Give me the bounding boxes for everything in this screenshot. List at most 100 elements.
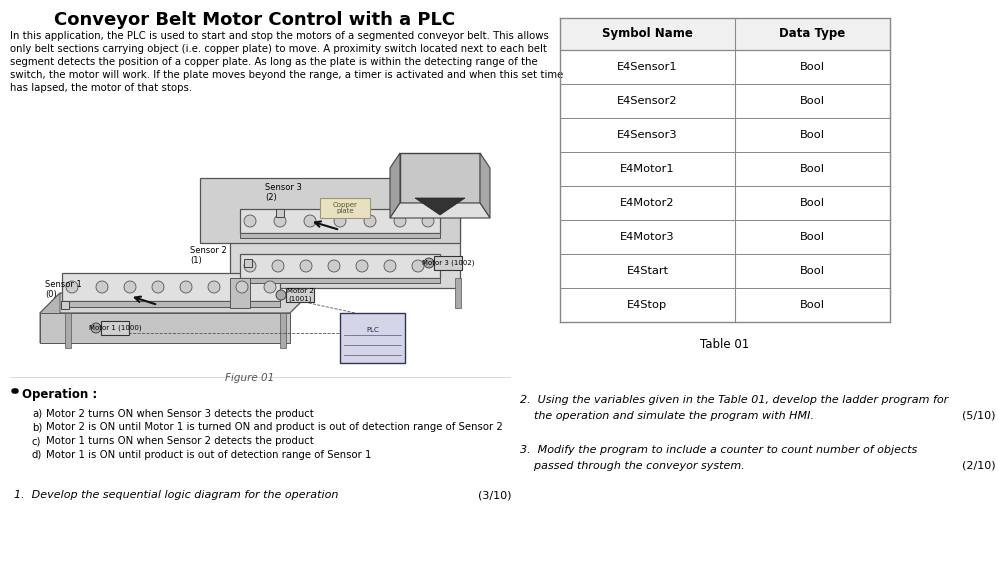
Circle shape (424, 258, 434, 268)
Text: (2): (2) (265, 193, 276, 202)
Bar (235, 278, 241, 308)
Bar (62, 273, 280, 301)
Text: Data Type: Data Type (779, 28, 845, 41)
Polygon shape (200, 178, 460, 243)
Polygon shape (320, 198, 370, 218)
Bar (455, 278, 461, 308)
Circle shape (364, 215, 376, 227)
Text: Bool: Bool (800, 164, 825, 174)
Text: has lapsed, the motor of that stops.: has lapsed, the motor of that stops. (10, 83, 193, 93)
Polygon shape (390, 203, 490, 218)
Circle shape (272, 260, 284, 272)
Circle shape (304, 215, 316, 227)
Text: Table 01: Table 01 (701, 338, 749, 351)
Text: Bool: Bool (800, 96, 825, 106)
Bar (286, 288, 314, 302)
Polygon shape (40, 293, 60, 343)
Text: Operation :: Operation : (22, 388, 97, 401)
Circle shape (236, 281, 248, 293)
Text: Sensor 1: Sensor 1 (45, 280, 82, 289)
Circle shape (208, 281, 220, 293)
Text: E4Sensor2: E4Sensor2 (617, 96, 678, 106)
Text: switch, the motor will work. If the plate moves beyond the range, a timer is act: switch, the motor will work. If the plat… (10, 70, 563, 80)
Circle shape (66, 281, 78, 293)
Text: 1.  Develop the sequential logic diagram for the operation: 1. Develop the sequential logic diagram … (14, 490, 338, 500)
Circle shape (394, 215, 406, 227)
Polygon shape (415, 198, 465, 215)
Text: only belt sections carrying object (i.e. copper plate) to move. A proximity swit: only belt sections carrying object (i.e.… (10, 44, 547, 54)
Text: Bool: Bool (800, 130, 825, 140)
Polygon shape (62, 301, 280, 307)
Polygon shape (40, 313, 290, 343)
Text: d): d) (32, 449, 42, 460)
Text: Motor 1 is ON until product is out of detection range of Sensor 1: Motor 1 is ON until product is out of de… (46, 449, 371, 460)
Text: Sensor 2: Sensor 2 (190, 246, 227, 255)
Text: (1): (1) (190, 256, 202, 265)
Text: Motor 1 (1000): Motor 1 (1000) (89, 325, 142, 331)
Text: Bool: Bool (800, 300, 825, 310)
Bar (240, 254, 440, 278)
Text: passed through the conveyor system.: passed through the conveyor system. (520, 461, 745, 471)
Polygon shape (230, 278, 250, 308)
Circle shape (244, 260, 256, 272)
Polygon shape (40, 293, 310, 313)
Polygon shape (400, 153, 480, 203)
Text: segment detects the position of a copper plate. As long as the plate is within t: segment detects the position of a copper… (10, 57, 538, 67)
Text: E4Motor2: E4Motor2 (620, 198, 675, 208)
Text: Motor 2 turns ON when Sensor 3 detects the product: Motor 2 turns ON when Sensor 3 detects t… (46, 409, 314, 419)
Bar (244, 259, 252, 267)
Text: Motor 3 (1002): Motor 3 (1002) (422, 260, 474, 266)
Bar (280, 313, 286, 348)
Bar (434, 256, 462, 270)
Text: Motor 1 turns ON when Sensor 2 detects the product: Motor 1 turns ON when Sensor 2 detects t… (46, 436, 314, 446)
Circle shape (274, 215, 286, 227)
Bar (61, 301, 69, 309)
Text: c): c) (32, 436, 42, 446)
Polygon shape (240, 278, 440, 283)
Text: Bool: Bool (800, 266, 825, 276)
Circle shape (412, 260, 424, 272)
Text: (3/10): (3/10) (478, 490, 512, 500)
Bar (65, 313, 71, 348)
Text: b): b) (32, 422, 42, 433)
Text: Motor 2
(1001): Motor 2 (1001) (286, 288, 313, 302)
Text: (2/10): (2/10) (962, 461, 996, 471)
Text: E4Motor3: E4Motor3 (620, 232, 675, 242)
Text: E4Sensor1: E4Sensor1 (617, 62, 678, 72)
Text: E4Motor1: E4Motor1 (620, 164, 675, 174)
Circle shape (244, 215, 256, 227)
Circle shape (328, 260, 340, 272)
Circle shape (180, 281, 192, 293)
Circle shape (124, 281, 136, 293)
Polygon shape (480, 153, 490, 218)
Circle shape (384, 260, 396, 272)
Text: In this application, the PLC is used to start and stop the motors of a segmented: In this application, the PLC is used to … (10, 31, 549, 41)
Text: Bool: Bool (800, 62, 825, 72)
Text: E4Sensor3: E4Sensor3 (617, 130, 678, 140)
Text: 2.  Using the variables given in the Table 01, develop the ladder program for: 2. Using the variables given in the Tabl… (520, 395, 948, 405)
Bar (101, 321, 129, 335)
Circle shape (422, 215, 434, 227)
Polygon shape (230, 208, 460, 288)
Circle shape (152, 281, 164, 293)
Circle shape (264, 281, 276, 293)
Bar (276, 209, 284, 217)
Text: the operation and simulate the program with HMI.: the operation and simulate the program w… (520, 411, 814, 421)
Bar (240, 209, 440, 233)
Text: (0): (0) (45, 290, 57, 299)
Text: a): a) (32, 409, 42, 419)
Polygon shape (390, 153, 400, 218)
Text: Conveyor Belt Motor Control with a PLC: Conveyor Belt Motor Control with a PLC (55, 11, 455, 29)
Text: Motor 2 is ON until Motor 1 is turned ON and product is out of detection range o: Motor 2 is ON until Motor 1 is turned ON… (46, 422, 503, 433)
Circle shape (276, 290, 286, 300)
Text: Figure 01: Figure 01 (226, 373, 274, 383)
Text: Copper
plate: Copper plate (332, 202, 357, 214)
Bar (340, 313, 405, 363)
Polygon shape (240, 233, 440, 238)
Circle shape (356, 260, 368, 272)
Circle shape (96, 281, 108, 293)
Text: 3.  Modify the program to include a counter to count number of objects: 3. Modify the program to include a count… (520, 445, 917, 455)
Circle shape (300, 260, 312, 272)
Text: Bool: Bool (800, 232, 825, 242)
Text: Bool: Bool (800, 198, 825, 208)
